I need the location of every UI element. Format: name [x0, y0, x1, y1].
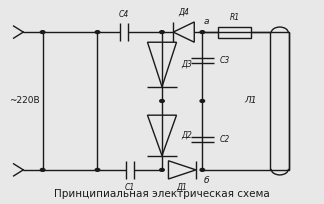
Text: Д1: Д1	[177, 183, 188, 192]
Text: C2: C2	[220, 135, 230, 144]
Text: ~220В: ~220В	[9, 96, 40, 105]
Text: Д3: Д3	[181, 60, 192, 69]
Bar	[218, 27, 251, 38]
Circle shape	[95, 31, 100, 33]
Circle shape	[40, 169, 45, 171]
Text: Принципиальная электрическая схема: Принципиальная электрическая схема	[54, 189, 270, 199]
Text: C1: C1	[125, 183, 135, 192]
Circle shape	[160, 100, 164, 102]
Text: б: б	[204, 176, 209, 185]
Circle shape	[200, 100, 204, 102]
Circle shape	[95, 169, 100, 171]
Text: Д2: Д2	[181, 131, 192, 140]
Circle shape	[200, 31, 204, 33]
Text: C3: C3	[220, 56, 230, 65]
Circle shape	[40, 31, 45, 33]
Circle shape	[160, 31, 164, 33]
Bar	[270, 32, 289, 170]
Circle shape	[160, 169, 164, 171]
Text: Д4: Д4	[178, 8, 189, 17]
Text: R1: R1	[229, 13, 240, 22]
Text: а: а	[204, 17, 209, 26]
Text: Л1: Л1	[245, 96, 257, 105]
Circle shape	[200, 169, 204, 171]
Text: C4: C4	[119, 10, 129, 19]
